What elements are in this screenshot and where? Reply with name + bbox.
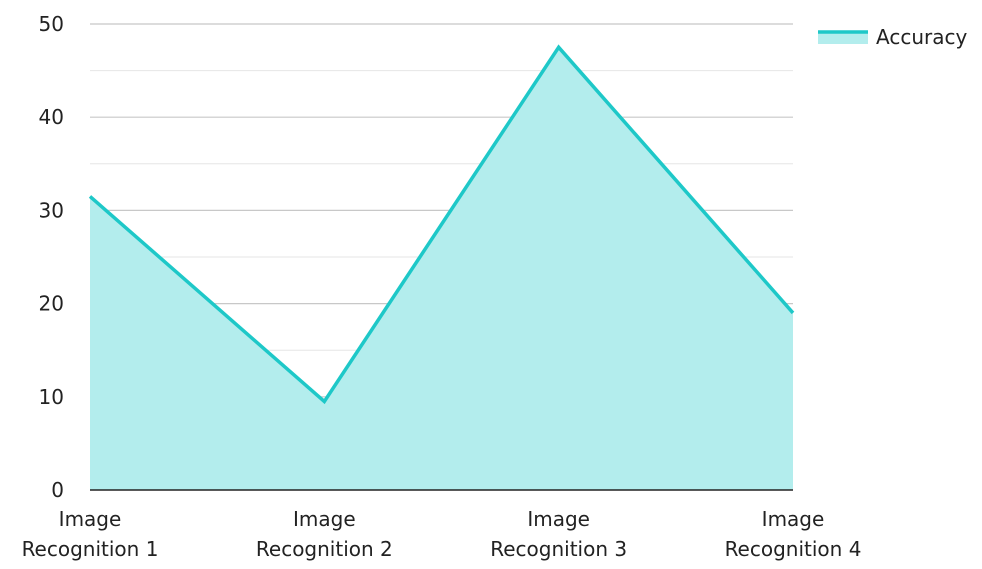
y-tick-label: 20	[39, 292, 64, 316]
area-fill-0	[90, 47, 793, 490]
x-tick-label-line: Recognition 3	[490, 537, 627, 561]
x-tick-label-line: Image	[762, 507, 825, 531]
x-tick-label-line: Image	[527, 507, 590, 531]
y-tick-label: 10	[39, 385, 64, 409]
x-tick-label: Image Recognition 4	[725, 507, 862, 561]
legend-swatch-fill	[818, 32, 868, 44]
x-tick-label: Image Recognition 1	[22, 507, 159, 561]
legend-label: Accuracy	[876, 25, 967, 49]
x-tick-label: Image Recognition 2	[256, 507, 393, 561]
x-tick-label-line: Image	[293, 507, 356, 531]
x-tick-label-line: Recognition 1	[22, 537, 159, 561]
x-tick-label-line: Image	[59, 507, 122, 531]
x-tick-label-line: Recognition 4	[725, 537, 862, 561]
x-tick-label-line: Recognition 2	[256, 537, 393, 561]
y-tick-label: 0	[51, 478, 64, 502]
y-tick-label: 40	[39, 105, 64, 129]
legend: Accuracy	[818, 25, 967, 49]
area-series	[90, 47, 793, 490]
x-tick-label: Image Recognition 3	[490, 507, 627, 561]
y-tick-label: 50	[39, 12, 64, 36]
y-tick-label: 30	[39, 198, 64, 222]
